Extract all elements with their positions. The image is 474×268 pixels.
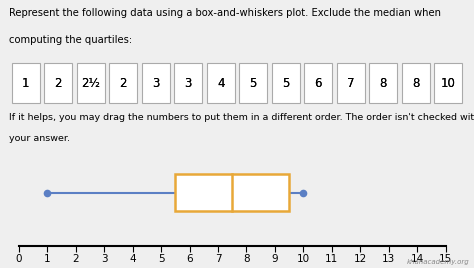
- Text: 1: 1: [22, 77, 29, 90]
- Text: computing the quartiles:: computing the quartiles:: [9, 35, 133, 45]
- FancyBboxPatch shape: [175, 174, 289, 211]
- Text: 2: 2: [55, 77, 62, 90]
- Text: 5: 5: [250, 77, 257, 90]
- FancyBboxPatch shape: [369, 63, 397, 103]
- Text: 6: 6: [315, 77, 322, 90]
- Text: 8: 8: [380, 77, 387, 90]
- FancyBboxPatch shape: [109, 63, 137, 103]
- Text: 3: 3: [184, 77, 192, 90]
- Text: 8: 8: [412, 77, 419, 90]
- FancyBboxPatch shape: [12, 63, 40, 103]
- Text: 3: 3: [184, 77, 192, 90]
- Text: 2½: 2½: [82, 77, 100, 90]
- Text: 8: 8: [412, 77, 419, 90]
- Text: 7: 7: [347, 77, 355, 90]
- Text: 1: 1: [22, 77, 29, 90]
- FancyBboxPatch shape: [434, 63, 462, 103]
- Text: 5: 5: [250, 77, 257, 90]
- Text: 5: 5: [282, 77, 290, 90]
- Text: 6: 6: [315, 77, 322, 90]
- Text: 4: 4: [217, 77, 225, 90]
- Text: 7: 7: [347, 77, 355, 90]
- FancyBboxPatch shape: [239, 63, 267, 103]
- FancyBboxPatch shape: [174, 63, 202, 103]
- Text: 2: 2: [55, 77, 62, 90]
- Text: your answer.: your answer.: [9, 134, 71, 143]
- FancyBboxPatch shape: [337, 63, 365, 103]
- FancyBboxPatch shape: [44, 63, 72, 103]
- Text: 3: 3: [152, 77, 159, 90]
- Text: khanacademy.org: khanacademy.org: [407, 259, 469, 265]
- Text: 8: 8: [380, 77, 387, 90]
- Text: 2½: 2½: [82, 77, 100, 90]
- Text: 10: 10: [441, 77, 456, 90]
- FancyBboxPatch shape: [272, 63, 300, 103]
- FancyBboxPatch shape: [207, 63, 235, 103]
- Text: 10: 10: [441, 77, 456, 90]
- Text: 2: 2: [119, 77, 127, 90]
- Text: Represent the following data using a box-and-whiskers plot. Exclude the median w: Represent the following data using a box…: [9, 8, 441, 18]
- FancyBboxPatch shape: [142, 63, 170, 103]
- FancyBboxPatch shape: [402, 63, 430, 103]
- Text: 4: 4: [217, 77, 225, 90]
- FancyBboxPatch shape: [77, 63, 105, 103]
- Text: 2: 2: [119, 77, 127, 90]
- FancyBboxPatch shape: [304, 63, 332, 103]
- Text: If it helps, you may drag the numbers to put them in a different order. The orde: If it helps, you may drag the numbers to…: [9, 113, 474, 122]
- Text: 5: 5: [282, 77, 290, 90]
- Text: 3: 3: [152, 77, 159, 90]
